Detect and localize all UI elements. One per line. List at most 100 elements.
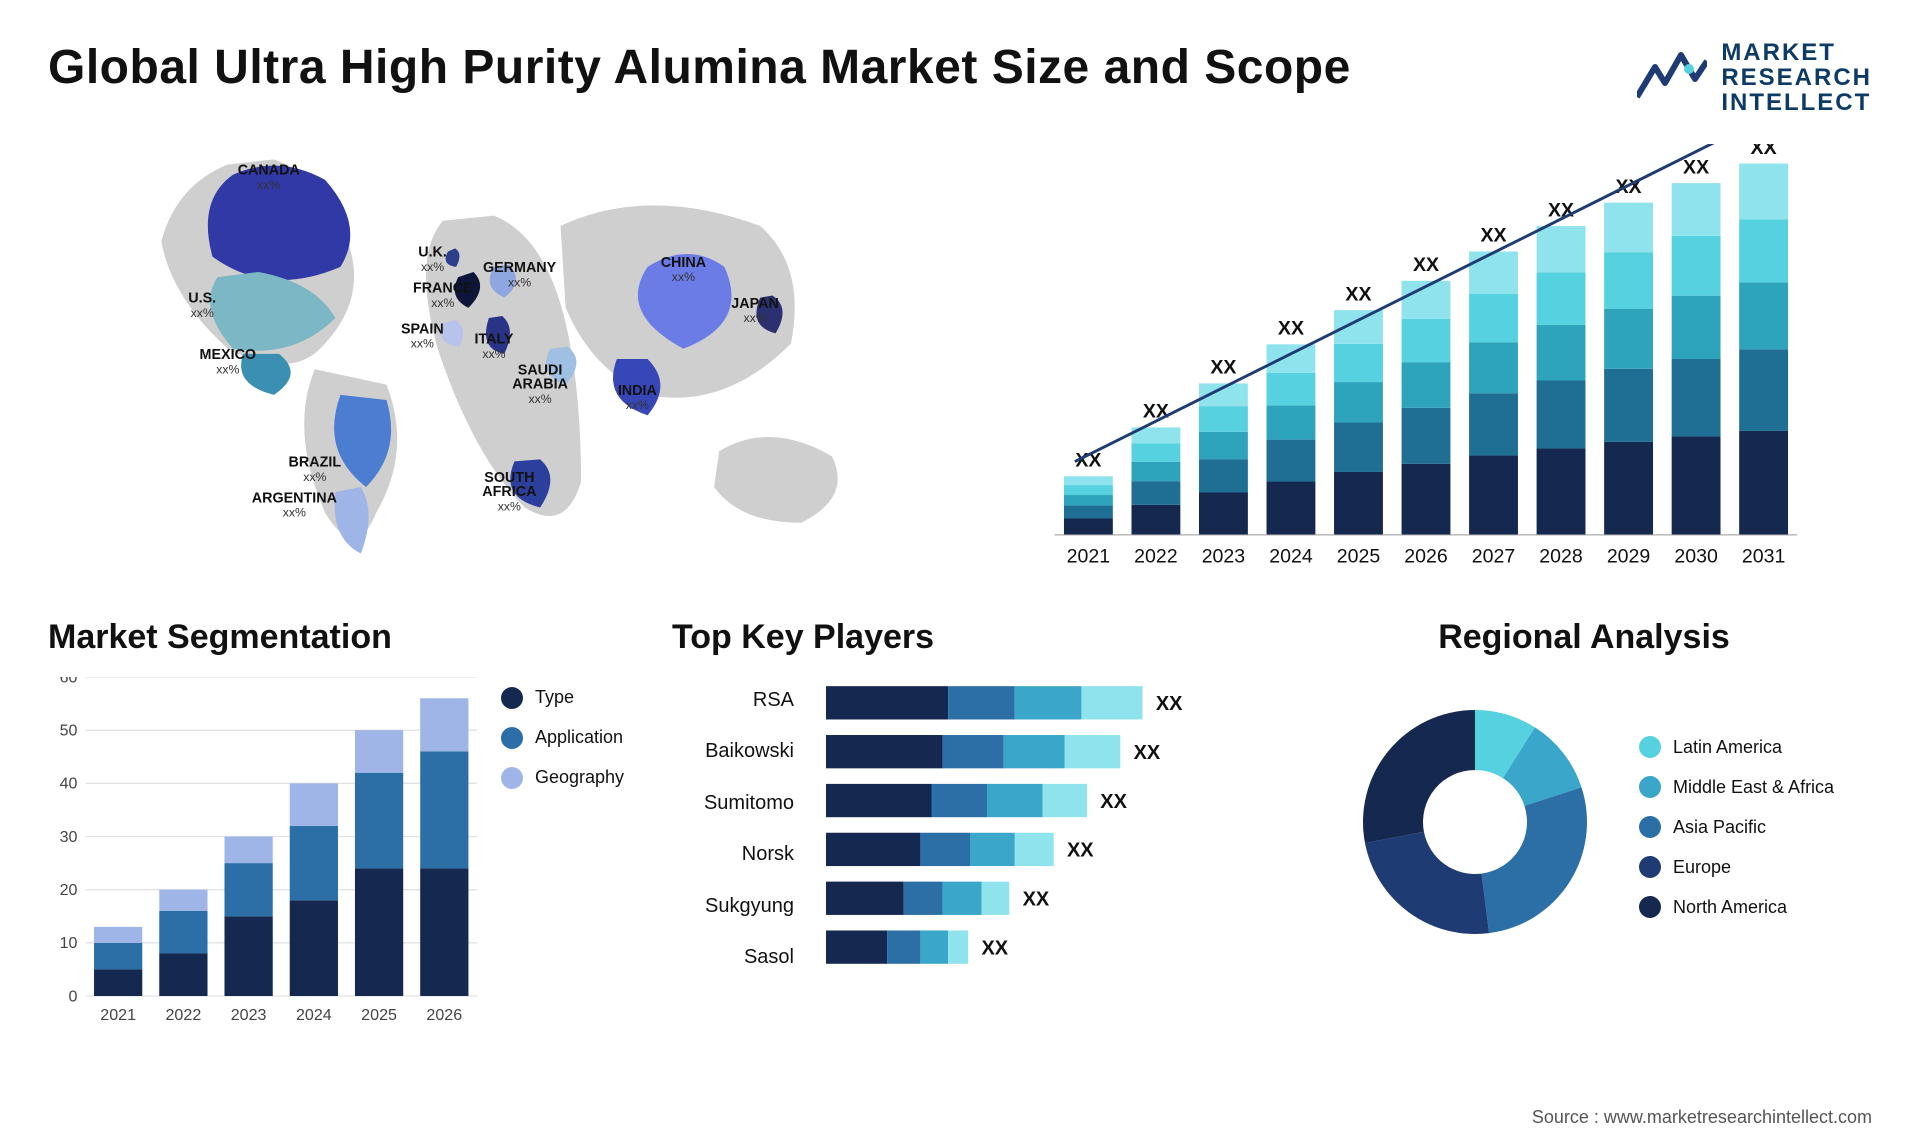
- kp-label: Baikowski: [672, 740, 794, 763]
- svg-text:XX: XX: [1278, 317, 1304, 339]
- svg-text:SPAIN: SPAIN: [401, 321, 444, 337]
- svg-text:MEXICO: MEXICO: [200, 347, 257, 363]
- svg-text:50: 50: [60, 721, 78, 739]
- kp-label: RSA: [672, 689, 794, 712]
- segmentation-panel: Market Segmentation 01020304050602021202…: [48, 618, 624, 968]
- seg-legend-item: Type: [501, 687, 624, 709]
- svg-text:U.S.: U.S.: [188, 290, 216, 306]
- svg-text:2022: 2022: [1134, 545, 1177, 567]
- region-legend-item: North America: [1639, 896, 1833, 918]
- svg-text:FRANCE: FRANCE: [413, 280, 473, 296]
- svg-text:0: 0: [69, 987, 78, 1005]
- regional-title: Regional Analysis: [1296, 618, 1872, 657]
- region-legend-item: Latin America: [1639, 736, 1833, 758]
- svg-text:2024: 2024: [296, 1006, 332, 1024]
- world-map: CANADAxx%U.S.xx%MEXICOxx%BRAZILxx%ARGENT…: [48, 144, 940, 574]
- svg-text:2023: 2023: [1202, 545, 1245, 567]
- svg-text:XX: XX: [1023, 888, 1050, 910]
- svg-text:BRAZIL: BRAZIL: [289, 454, 342, 470]
- kp-label: Sukgyung: [672, 895, 794, 918]
- svg-text:xx%: xx%: [421, 260, 444, 274]
- region-legend-item: Middle East & Africa: [1639, 776, 1833, 798]
- svg-text:xx%: xx%: [672, 270, 695, 284]
- svg-text:XX: XX: [981, 937, 1008, 959]
- kp-label: Sasol: [672, 946, 794, 969]
- svg-text:ARGENTINA: ARGENTINA: [252, 490, 337, 506]
- svg-text:XX: XX: [1751, 144, 1777, 159]
- segmentation-legend: Type Application Geography: [501, 677, 624, 1026]
- svg-text:2021: 2021: [1067, 545, 1110, 567]
- seg-legend-item: Application: [501, 727, 624, 749]
- seg-legend-item: Geography: [501, 767, 624, 789]
- svg-text:xx%: xx%: [498, 499, 521, 513]
- svg-text:xx%: xx%: [482, 347, 505, 361]
- svg-text:xx%: xx%: [411, 336, 434, 350]
- svg-text:XX: XX: [1345, 283, 1371, 305]
- svg-text:xx%: xx%: [283, 505, 306, 519]
- svg-text:XX: XX: [1683, 156, 1709, 178]
- svg-text:30: 30: [60, 827, 78, 845]
- svg-text:xx%: xx%: [431, 295, 454, 309]
- logo-text-2: RESEARCH: [1721, 65, 1872, 90]
- svg-text:xx%: xx%: [257, 178, 280, 192]
- svg-text:2023: 2023: [231, 1006, 267, 1024]
- region-legend-item: Europe: [1639, 856, 1833, 878]
- svg-text:xx%: xx%: [508, 275, 531, 289]
- svg-text:INDIA: INDIA: [618, 382, 657, 398]
- key-players-labels: RSA Baikowski Sumitomo Norsk Sukgyung Sasol: [672, 677, 802, 982]
- svg-text:xx%: xx%: [743, 311, 766, 325]
- svg-text:JAPAN: JAPAN: [731, 295, 779, 311]
- svg-text:U.K.: U.K.: [418, 244, 447, 260]
- svg-text:CHINA: CHINA: [661, 254, 706, 270]
- segmentation-chart: 0 10 20 30 40 50 60 2021 2022 2023 2024 2025 2026: [48, 677, 477, 1026]
- kp-label: Norsk: [672, 843, 794, 866]
- svg-text:40: 40: [60, 774, 78, 792]
- region-legend-item: Asia Pacific: [1639, 816, 1833, 838]
- svg-text:10: 10: [60, 934, 78, 952]
- svg-text:xx%: xx%: [528, 392, 551, 406]
- kp-label: Sumitomo: [672, 792, 794, 815]
- svg-text:XX: XX: [1100, 790, 1127, 812]
- key-players-panel: Top Key Players RSA Baikowski Sumitomo Nors…: [672, 618, 1248, 968]
- svg-text:CANADA: CANADA: [238, 162, 300, 178]
- svg-text:2031: 2031: [1742, 545, 1785, 567]
- svg-text:GERMANY: GERMANY: [483, 260, 557, 276]
- svg-text:xx%: xx%: [303, 469, 326, 483]
- svg-text:2026: 2026: [426, 1006, 462, 1024]
- logo-text-3: INTELLECT: [1721, 90, 1872, 115]
- page-title: Global Ultra High Purity Alumina Market …: [48, 40, 1351, 95]
- svg-text:2021: 2021: [100, 1006, 136, 1024]
- svg-text:2025: 2025: [1337, 545, 1381, 567]
- regional-donut: [1335, 692, 1615, 952]
- footer-source: Source : www.marketresearchintellect.com: [1532, 1107, 1872, 1128]
- svg-text:2025: 2025: [361, 1006, 397, 1024]
- svg-text:XX: XX: [1413, 254, 1439, 276]
- svg-text:XX: XX: [1480, 224, 1506, 246]
- logo-text-1: MARKET: [1721, 40, 1872, 65]
- logo-mark-icon: [1637, 49, 1707, 107]
- world-map-panel: CANADAxx%U.S.xx%MEXICOxx%BRAZILxx%ARGENT…: [48, 144, 940, 574]
- regional-legend: Latin America Middle East & Africa Asia Pa…: [1639, 726, 1833, 918]
- svg-text:XX: XX: [1156, 693, 1183, 715]
- svg-text:2022: 2022: [165, 1006, 201, 1024]
- svg-text:XX: XX: [1067, 839, 1094, 861]
- svg-text:SAUDIARABIA: SAUDIARABIA: [512, 362, 568, 392]
- svg-text:60: 60: [60, 677, 78, 686]
- svg-text:xx%: xx%: [191, 306, 214, 320]
- growth-chart-panel: XX 2021 XX 2022 XX 2023 XX 2024 XX 2025 XX 2026 XX 20…: [980, 144, 1872, 574]
- key-players-title: Top Key Players: [672, 618, 1248, 657]
- key-players-chart: XX XX XX XX XX XX: [826, 677, 1248, 982]
- svg-text:XX: XX: [1143, 400, 1169, 422]
- svg-text:xx%: xx%: [216, 362, 239, 376]
- svg-text:20: 20: [60, 881, 78, 899]
- svg-text:2030: 2030: [1674, 545, 1718, 567]
- growth-chart: XX 2021 XX 2022 XX 2023 XX 2024 XX 2025 XX 2026 XX 20…: [980, 144, 1872, 574]
- svg-text:XX: XX: [1134, 742, 1161, 764]
- svg-text:2028: 2028: [1539, 545, 1583, 567]
- svg-text:2024: 2024: [1269, 545, 1313, 567]
- svg-text:SOUTHAFRICA: SOUTHAFRICA: [482, 469, 536, 499]
- svg-text:XX: XX: [1210, 356, 1236, 378]
- svg-text:2026: 2026: [1404, 545, 1447, 567]
- regional-panel: Regional Analysis Latin America Middle Ea…: [1296, 618, 1872, 968]
- svg-text:ITALY: ITALY: [474, 331, 513, 347]
